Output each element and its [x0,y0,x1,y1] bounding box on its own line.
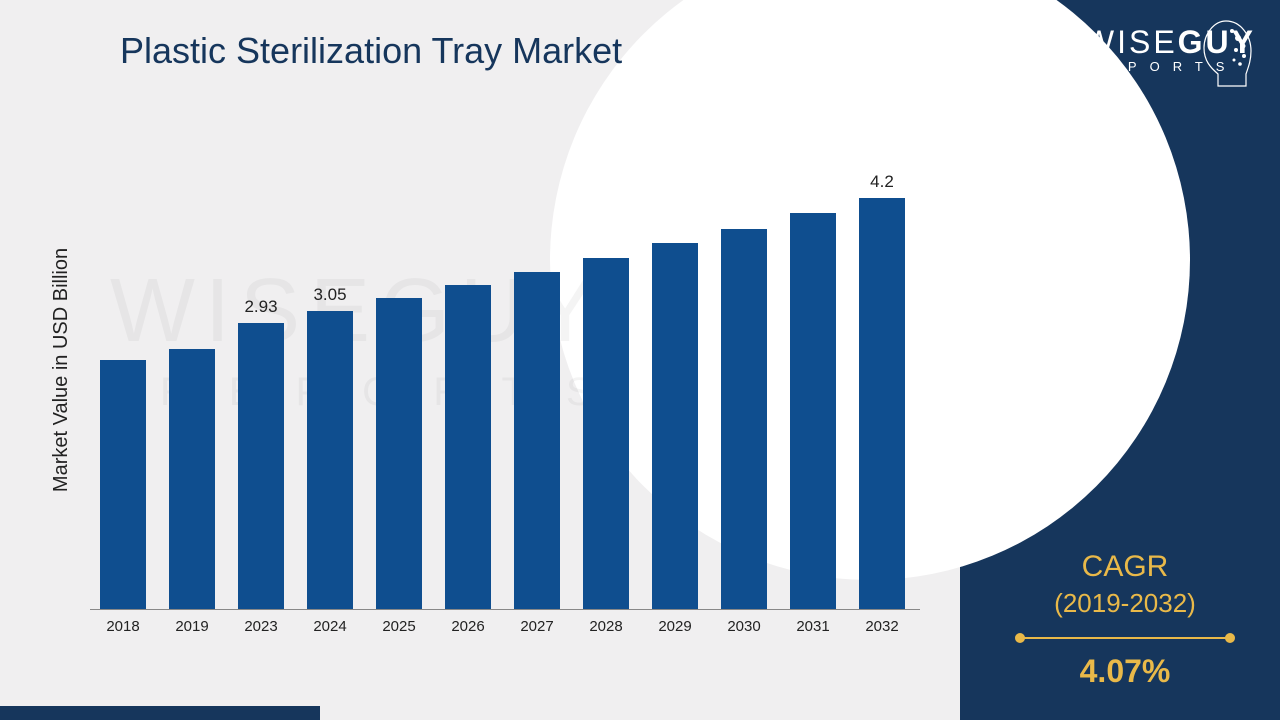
bar-group [376,298,422,609]
bar [790,213,836,609]
chart-title: Plastic Sterilization Tray Market [120,30,622,72]
x-tick-label: 2029 [646,618,704,635]
x-tick-label: 2027 [508,618,566,635]
x-tick-label: 2032 [853,618,911,635]
x-tick-label: 2019 [163,618,221,635]
head-icon [1196,16,1256,96]
bar-group [583,258,629,609]
x-tick-label: 2018 [94,618,152,635]
cagr-divider [1020,637,1230,639]
bar [307,311,353,609]
bar [238,323,284,609]
bar-group [790,213,836,609]
bar-group [169,349,215,609]
bar-value-label: 2.93 [244,297,277,317]
bar [514,272,560,609]
bar [721,229,767,609]
bottom-stripe [0,706,320,720]
cagr-range: (2019-2032) [1000,588,1250,619]
bar-group: 3.05 [307,311,353,609]
cagr-label: CAGR [1000,550,1250,584]
cagr-box: CAGR (2019-2032) 4.07% [1000,550,1250,690]
bar [859,198,905,609]
bar [583,258,629,609]
bar-group [514,272,560,609]
bar-value-label: 3.05 [313,285,346,305]
bar [652,243,698,609]
x-tick-label: 2023 [232,618,290,635]
logo-light: WISE [1084,24,1178,60]
y-axis-label: Market Value in USD Billion [50,248,73,492]
x-tick-label: 2025 [370,618,428,635]
bar-group [100,360,146,609]
bar-group [445,285,491,609]
bar-group [721,229,767,609]
bar-group [652,243,698,609]
x-tick-label: 2031 [784,618,842,635]
cagr-value: 4.07% [1000,653,1250,690]
x-tick-label: 2024 [301,618,359,635]
bar [169,349,215,609]
plot-area: 201820192.9320233.0520242025202620272028… [90,170,920,610]
x-tick-label: 2030 [715,618,773,635]
chart-area: Plastic Sterilization Tray Market WISEGU… [20,20,960,700]
x-tick-label: 2026 [439,618,497,635]
bar [445,285,491,609]
logo: WISEGUY REPORTS [1084,24,1256,74]
bar-group: 4.2 [859,198,905,609]
bar [376,298,422,609]
x-tick-label: 2028 [577,618,635,635]
bar [100,360,146,609]
bar-group: 2.93 [238,323,284,609]
bar-value-label: 4.2 [870,172,894,192]
